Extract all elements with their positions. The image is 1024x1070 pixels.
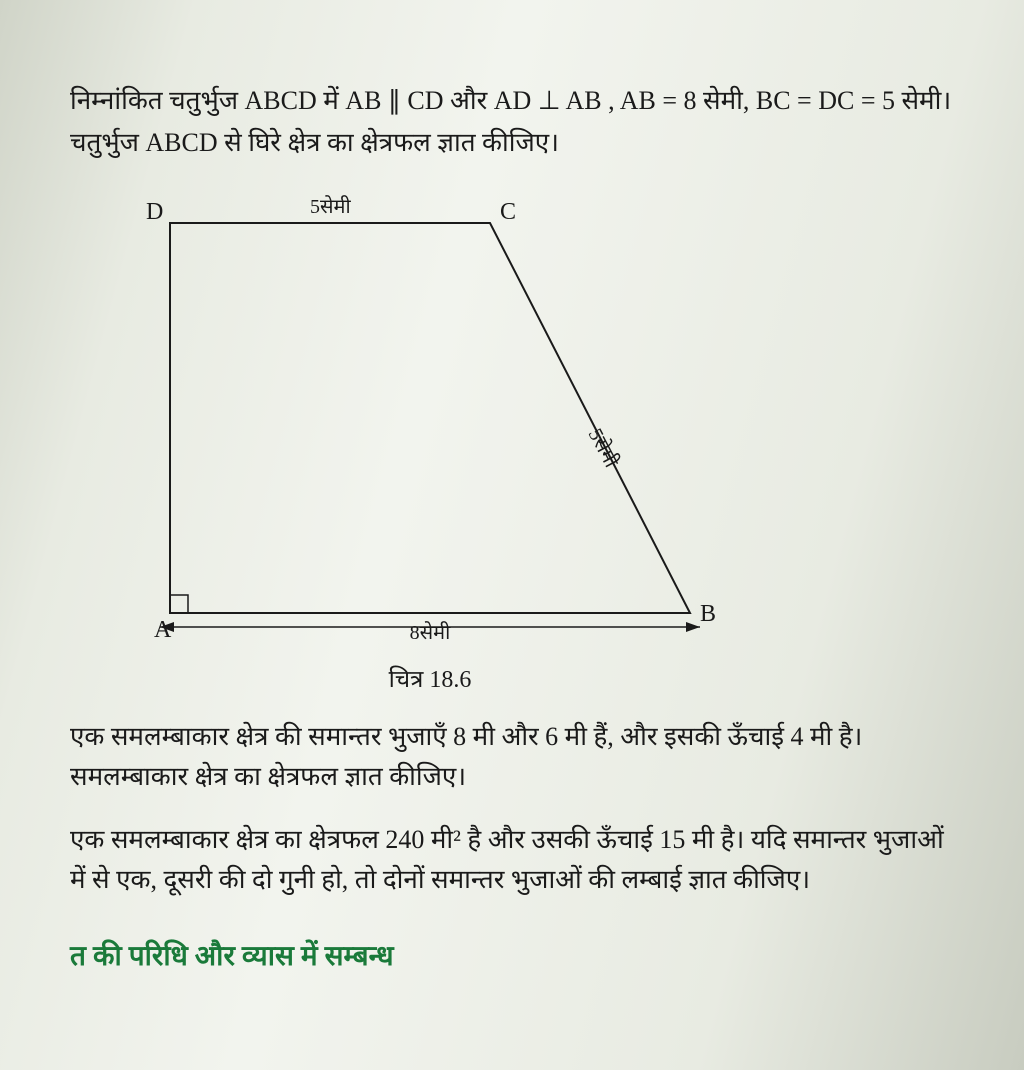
quadrilateral-abcd: [170, 223, 690, 613]
problem-1-text: निम्नांकित चतुर्भुज ABCD में AB ∥ CD और …: [70, 80, 954, 163]
figure-caption: चित्र 18.6: [110, 662, 750, 695]
section-heading: त की परिधि और व्यास में सम्बन्ध: [70, 936, 954, 974]
side-label-ab: 8सेमी: [410, 621, 451, 644]
side-label-dc: 5सेमी: [310, 195, 351, 218]
side-label-cb: 5सेमी: [584, 425, 624, 472]
right-angle-marker: [170, 595, 188, 613]
problem-2-text: एक समलम्बाकार क्षेत्र की समान्तर भुजाएँ …: [70, 717, 954, 798]
vertex-label-a: A: [154, 617, 172, 643]
vertex-label-b: B: [700, 601, 716, 627]
trapezium-diagram: A B C D 5सेमी 8सेमी 5सेमी: [110, 183, 750, 653]
vertex-label-c: C: [500, 199, 516, 225]
vertex-label-d: D: [146, 199, 163, 225]
problem-3-text: एक समलम्बाकार क्षेत्र का क्षेत्रफल 240 म…: [70, 820, 954, 901]
figure-wrapper: A B C D 5सेमी 8सेमी 5सेमी चित्र 18.6: [110, 183, 750, 695]
page: निम्नांकित चतुर्भुज ABCD में AB ∥ CD और …: [30, 20, 994, 1050]
arrowhead-right-icon: [686, 622, 700, 632]
